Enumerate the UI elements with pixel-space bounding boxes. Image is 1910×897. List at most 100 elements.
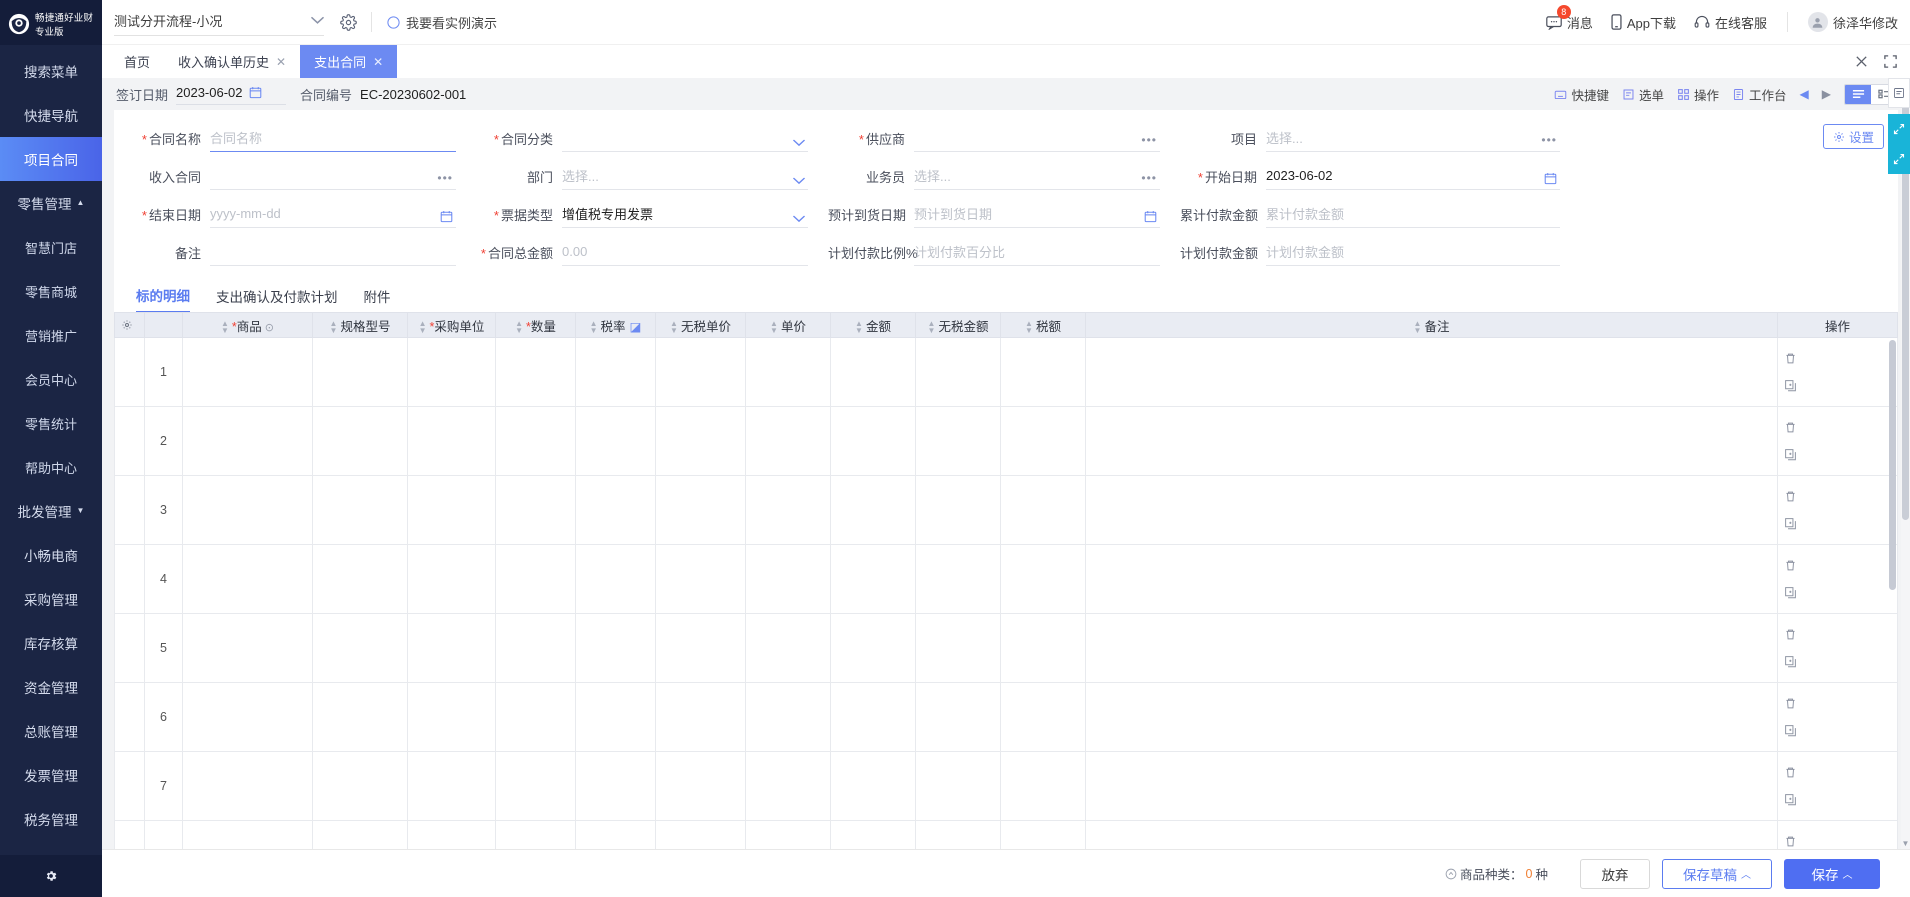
- cell-9[interactable]: [1000, 337, 1086, 407]
- sign-date-field[interactable]: 2023-06-02: [176, 83, 287, 105]
- column-header-10[interactable]: ▲ ▼ 无税金额: [915, 312, 1001, 338]
- cell-8[interactable]: [915, 682, 1001, 752]
- sidebar-item-16[interactable]: 发票管理: [0, 753, 102, 797]
- row-actions[interactable]: [1777, 406, 1898, 476]
- detail-tab-2[interactable]: 附件: [363, 290, 391, 305]
- cell-9[interactable]: [1000, 475, 1086, 545]
- row-actions[interactable]: [1777, 544, 1898, 614]
- cell-9[interactable]: [1000, 682, 1086, 752]
- cell-4[interactable]: [575, 682, 656, 752]
- cell-10[interactable]: [1085, 751, 1778, 821]
- field-input[interactable]: yyyy-mm-dd: [210, 202, 456, 228]
- rail-expand-icon-1[interactable]: [1888, 114, 1910, 144]
- cell-7[interactable]: [830, 751, 916, 821]
- cell-4[interactable]: [575, 475, 656, 545]
- sidebar-item-3[interactable]: 零售管理 ▲: [0, 181, 102, 225]
- sidebar-item-7[interactable]: 会员中心: [0, 357, 102, 401]
- next-record-button[interactable]: ▶: [1821, 87, 1831, 101]
- table-row[interactable]: 3: [114, 475, 1898, 545]
- delete-icon[interactable]: [1784, 835, 1891, 848]
- cell-3[interactable]: [495, 475, 576, 545]
- cell-5[interactable]: [655, 475, 746, 545]
- cell-0[interactable]: [182, 337, 313, 407]
- grid-scrollbar[interactable]: [1889, 340, 1896, 897]
- copy-row-icon[interactable]: [1784, 724, 1891, 737]
- detail-tab-1[interactable]: 支出确认及付款计划: [216, 290, 338, 305]
- cell-5[interactable]: [655, 751, 746, 821]
- delete-icon[interactable]: [1784, 352, 1891, 365]
- delete-icon[interactable]: [1784, 421, 1891, 434]
- calendar-icon[interactable]: [249, 86, 262, 99]
- row-actions[interactable]: [1777, 613, 1898, 683]
- sort-icon[interactable]: ▲ ▼: [589, 319, 598, 336]
- cell-9[interactable]: [1000, 751, 1086, 821]
- save-draft-button[interactable]: 保存草稿 ︿: [1662, 858, 1772, 889]
- cell-2[interactable]: [407, 682, 496, 752]
- row-index[interactable]: 2: [144, 406, 183, 476]
- sidebar-item-10[interactable]: 批发管理 ▼: [0, 489, 102, 533]
- close-icon[interactable]: ✕: [276, 54, 287, 69]
- cell-5[interactable]: [655, 613, 746, 683]
- discard-button[interactable]: 放弃: [1580, 858, 1650, 889]
- row-actions[interactable]: [1777, 682, 1898, 752]
- column-header-9[interactable]: ▲ ▼ 金额: [830, 312, 916, 338]
- table-row[interactable]: 5: [114, 613, 1898, 683]
- row-actions[interactable]: [1777, 751, 1898, 821]
- cell-8[interactable]: [915, 337, 1001, 407]
- column-header-6[interactable]: ▲ ▼ 税率 ◪: [575, 312, 656, 338]
- row-select-cell[interactable]: [114, 337, 145, 407]
- copy-row-icon[interactable]: [1784, 586, 1891, 599]
- cell-8[interactable]: [915, 544, 1001, 614]
- prev-record-button[interactable]: ◀: [1799, 87, 1809, 101]
- field-input[interactable]: [210, 240, 456, 266]
- rail-draft-icon[interactable]: [1888, 78, 1910, 108]
- copy-row-icon[interactable]: [1784, 379, 1891, 392]
- sidebar-item-8[interactable]: 零售统计: [0, 401, 102, 445]
- more-options-icon[interactable]: •••: [437, 171, 453, 185]
- copy-row-icon[interactable]: [1784, 655, 1891, 668]
- cell-0[interactable]: [182, 406, 313, 476]
- chevron-down-icon[interactable]: [793, 139, 805, 147]
- cell-8[interactable]: [915, 613, 1001, 683]
- cell-1[interactable]: [312, 475, 408, 545]
- online-service-button[interactable]: 在线客服: [1694, 13, 1767, 32]
- sort-icon[interactable]: ▲ ▼: [515, 319, 524, 336]
- shortcut-keys-button[interactable]: 快捷键: [1554, 85, 1609, 104]
- cell-10[interactable]: [1085, 613, 1778, 683]
- messages-button[interactable]: 消息 8: [1546, 4, 1593, 32]
- tab-1[interactable]: 收入确认单历史 ✕: [164, 45, 300, 78]
- column-header-11[interactable]: ▲ ▼ 税额: [1000, 312, 1086, 338]
- cell-2[interactable]: [407, 475, 496, 545]
- cell-4[interactable]: [575, 406, 656, 476]
- sidebar-item-15[interactable]: 总账管理: [0, 709, 102, 753]
- cell-3[interactable]: [495, 613, 576, 683]
- cell-3[interactable]: [495, 544, 576, 614]
- cell-1[interactable]: [312, 337, 408, 407]
- cell-6[interactable]: [745, 682, 831, 752]
- cell-3[interactable]: [495, 337, 576, 407]
- select-order-button[interactable]: 选单: [1622, 85, 1664, 104]
- view-mode-list-icon[interactable]: [1845, 84, 1871, 104]
- cell-9[interactable]: [1000, 613, 1086, 683]
- field-input[interactable]: 0.00: [562, 240, 808, 266]
- sidebar-settings-gear-icon[interactable]: [0, 855, 102, 897]
- page-scrollbar-thumb[interactable]: [1902, 90, 1909, 520]
- field-input[interactable]: 选择...: [562, 164, 808, 190]
- calendar-icon[interactable]: [1144, 210, 1157, 223]
- project-selector[interactable]: 测试分开流程-小况: [114, 8, 324, 36]
- cell-4[interactable]: [575, 337, 656, 407]
- scroll-down-arrow-icon[interactable]: ▼: [1901, 838, 1910, 848]
- row-select-cell[interactable]: [114, 682, 145, 752]
- sort-icon[interactable]: ▲ ▼: [1413, 319, 1422, 336]
- table-row[interactable]: 7: [114, 751, 1898, 821]
- chevron-down-icon[interactable]: [793, 215, 805, 223]
- row-index[interactable]: 5: [144, 613, 183, 683]
- row-index[interactable]: 1: [144, 337, 183, 407]
- field-input[interactable]: 累计付款金额: [1266, 202, 1560, 228]
- chevron-down-icon[interactable]: [793, 177, 805, 185]
- sidebar-item-4[interactable]: 智慧门店: [0, 225, 102, 269]
- field-input[interactable]: 选择... •••: [914, 164, 1160, 190]
- more-options-icon[interactable]: •••: [1141, 133, 1157, 147]
- delete-icon[interactable]: [1784, 559, 1891, 572]
- sort-icon[interactable]: ▲ ▼: [670, 319, 678, 336]
